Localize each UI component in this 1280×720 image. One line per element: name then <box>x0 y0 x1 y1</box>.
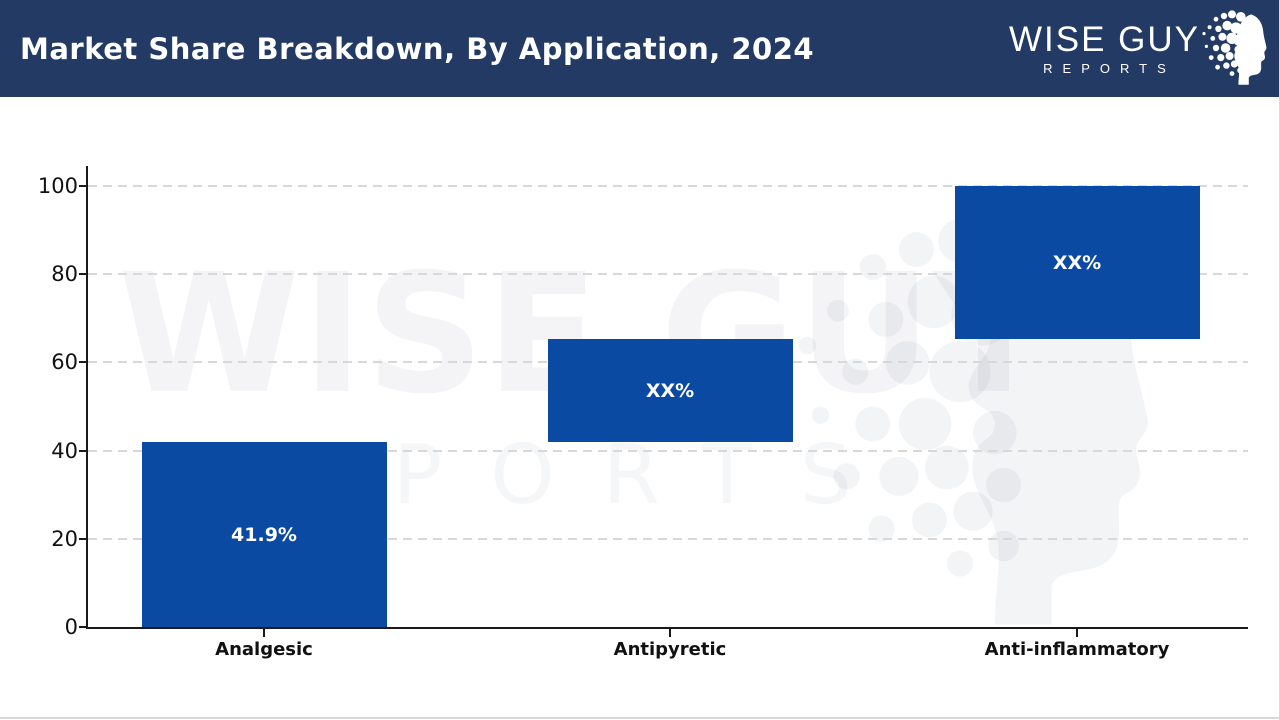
x-tick-mark <box>263 629 265 637</box>
bar-label: XX% <box>1052 251 1102 274</box>
y-tick-mark <box>79 537 86 540</box>
bar-label: 41.9% <box>231 523 297 546</box>
y-tick-label: 40 <box>51 438 78 463</box>
category-label-anti-inflammatory: Anti-inflammatory <box>984 639 1170 660</box>
bottom-divider <box>0 717 1279 719</box>
y-tick-label: 100 <box>37 174 78 198</box>
category-label-analgesic: Analgesic <box>215 639 313 660</box>
y-tick-mark <box>79 626 86 628</box>
bar-antipyretic <box>547 339 793 443</box>
y-tick-mark <box>79 361 86 364</box>
gridline <box>88 273 1248 276</box>
gridline <box>88 537 1248 540</box>
y-tick-mark <box>79 273 86 276</box>
logo-line2: REPORTS <box>1043 60 1176 76</box>
y-tick-label: 0 <box>64 615 78 639</box>
gridline <box>88 449 1248 452</box>
logo-head-icon <box>1202 9 1267 85</box>
header: Market Share Breakdown, By Application, … <box>0 0 1279 97</box>
bar-analgesic <box>141 442 387 627</box>
y-axis-line <box>86 166 88 629</box>
x-tick-mark <box>669 629 671 637</box>
wise-guy-logo: WISE GUY REPORTS <box>1009 8 1272 90</box>
logo-line1: WISE GUY <box>1008 19 1200 59</box>
y-tick-mark <box>79 449 86 452</box>
category-label-antipyretic: Antipyretic <box>613 639 727 660</box>
y-tick-label: 60 <box>51 350 78 375</box>
bar-label: XX% <box>645 379 695 402</box>
y-tick-label: 20 <box>51 526 78 551</box>
page-title: Market Share Breakdown, By Application, … <box>20 31 815 66</box>
x-axis-line <box>86 627 1248 629</box>
y-tick-label: 80 <box>51 262 78 287</box>
logo-wordmark: WISE GUY REPORTS <box>1008 19 1200 76</box>
x-tick-mark <box>1076 629 1078 637</box>
gridline <box>88 185 1248 187</box>
y-tick-mark <box>79 185 86 187</box>
